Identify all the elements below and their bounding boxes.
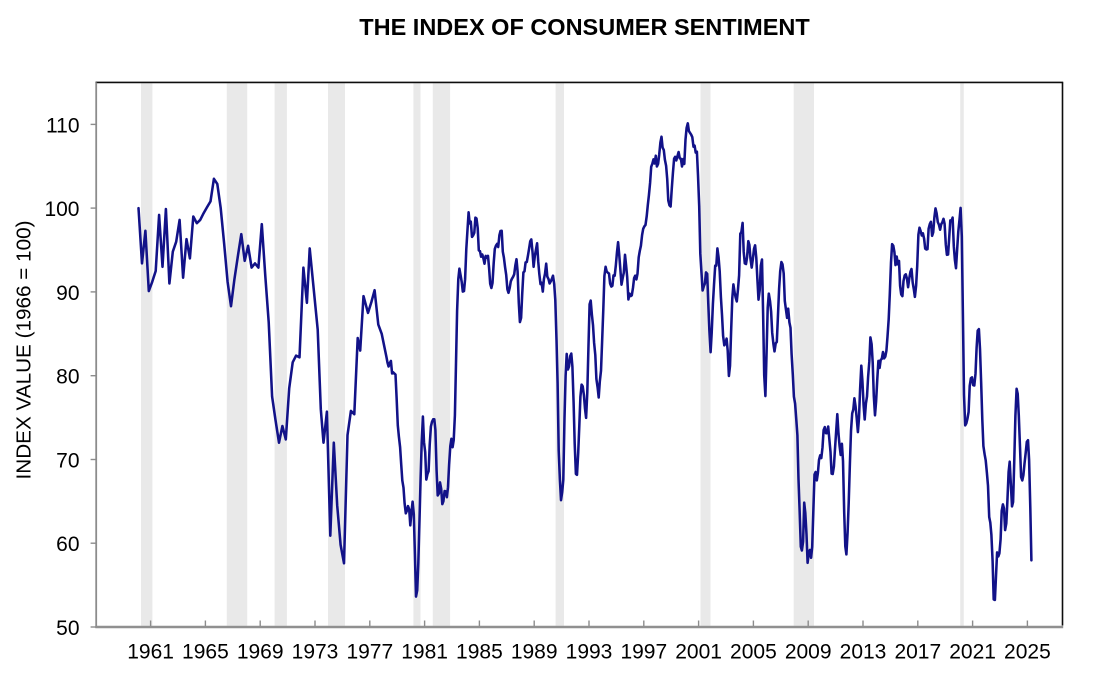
svg-text:70: 70 <box>56 450 79 473</box>
svg-text:100: 100 <box>44 198 79 221</box>
svg-text:80: 80 <box>56 366 79 389</box>
svg-text:2021: 2021 <box>949 641 996 664</box>
svg-text:2009: 2009 <box>785 641 832 664</box>
svg-text:2013: 2013 <box>840 641 887 664</box>
svg-text:1993: 1993 <box>566 641 613 664</box>
svg-text:THE INDEX OF CONSUMER SENTIMEN: THE INDEX OF CONSUMER SENTIMENT <box>359 14 810 40</box>
svg-text:1973: 1973 <box>292 641 339 664</box>
svg-text:50: 50 <box>56 617 79 640</box>
svg-text:2025: 2025 <box>1004 641 1051 664</box>
svg-text:1989: 1989 <box>511 641 558 664</box>
svg-text:1997: 1997 <box>620 641 667 664</box>
svg-text:2017: 2017 <box>894 641 941 664</box>
svg-text:1965: 1965 <box>182 641 229 664</box>
svg-text:INDEX VALUE (1966 = 100): INDEX VALUE (1966 = 100) <box>13 221 36 480</box>
svg-text:1977: 1977 <box>346 641 393 664</box>
svg-text:2001: 2001 <box>675 641 722 664</box>
svg-text:1985: 1985 <box>456 641 503 664</box>
svg-text:60: 60 <box>56 533 79 556</box>
svg-text:90: 90 <box>56 282 79 305</box>
svg-text:110: 110 <box>46 114 79 137</box>
svg-text:2005: 2005 <box>730 641 777 664</box>
svg-text:1969: 1969 <box>237 641 284 664</box>
svg-text:1981: 1981 <box>401 641 448 664</box>
svg-text:1961: 1961 <box>127 641 174 664</box>
